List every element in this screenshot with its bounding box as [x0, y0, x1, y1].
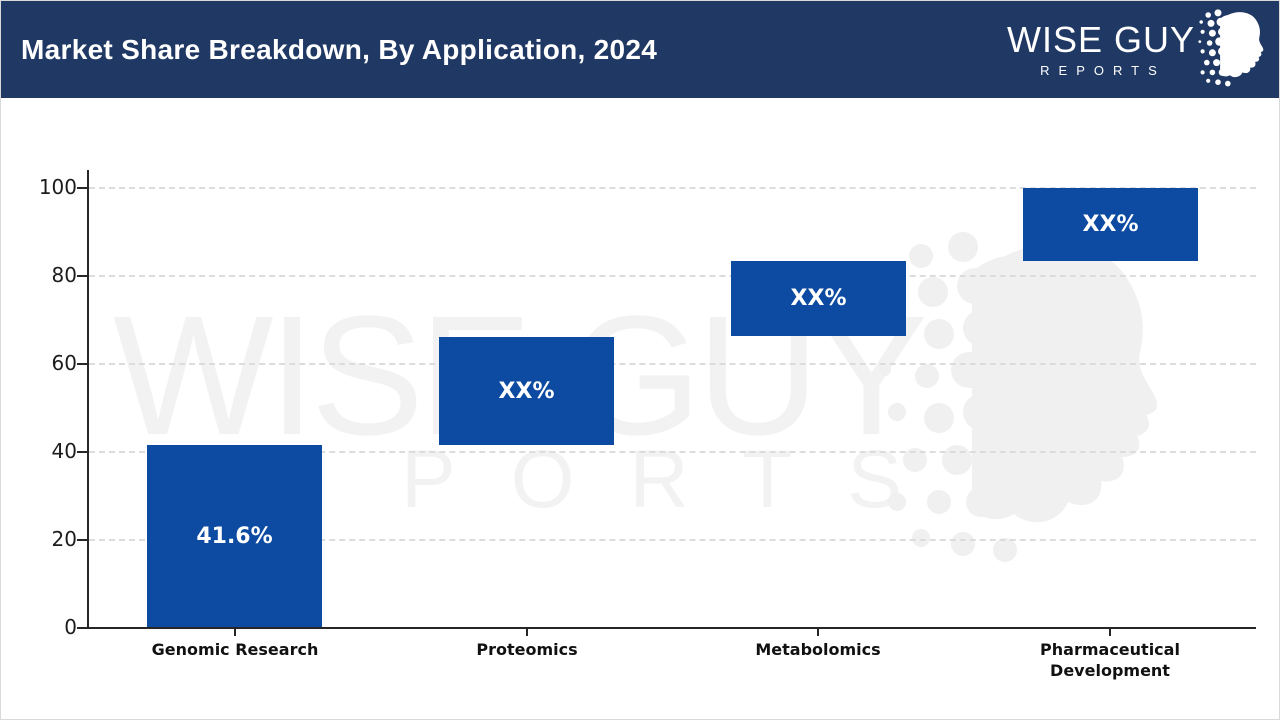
y-tick-label: 80 [51, 263, 77, 287]
bar-value-label: XX% [498, 378, 555, 404]
x-tick [526, 628, 528, 636]
bar: 41.6% [147, 445, 322, 628]
y-tick-label: 40 [51, 439, 77, 463]
x-tick [234, 628, 236, 636]
y-tick-label: 100 [38, 175, 77, 199]
y-tick [77, 539, 87, 541]
y-tick-label: 20 [51, 527, 77, 551]
x-category-label: Genomic Research [151, 640, 319, 659]
bar: XX% [439, 337, 614, 445]
brand-subtitle: REPORTS [1040, 62, 1166, 78]
gridline [89, 187, 1256, 189]
brand-logo-text: WISE GUY REPORTS [1006, 18, 1195, 78]
brand-name: WISE GUY [1006, 18, 1195, 60]
header-bar: Market Share Breakdown, By Application, … [1, 1, 1279, 98]
x-category-label: Metabolomics [755, 640, 881, 659]
y-axis-line [87, 170, 89, 629]
x-category-label: Proteomics [476, 640, 578, 659]
y-tick-label: 60 [51, 351, 77, 375]
bar: XX% [1023, 188, 1198, 261]
wiseguy-face-icon [1197, 8, 1267, 92]
brand-logo: WISE GUY REPORTS [1007, 8, 1267, 92]
x-axis-line [87, 627, 1256, 629]
bar-value-label: 41.6% [196, 524, 273, 549]
y-tick [77, 187, 87, 189]
y-tick [77, 627, 87, 629]
bar-value-label: XX% [790, 286, 847, 311]
x-tick [1109, 628, 1111, 636]
gridline [89, 451, 1256, 453]
chart-title: Market Share Breakdown, By Application, … [21, 33, 658, 65]
y-tick [77, 275, 87, 277]
gridline [89, 363, 1256, 365]
x-tick [817, 628, 819, 636]
y-tick [77, 363, 87, 365]
y-tick-label: 0 [64, 615, 77, 639]
bar: XX% [731, 261, 906, 336]
gridline [89, 539, 1256, 541]
gridline [89, 275, 1256, 277]
bar-value-label: XX% [1082, 212, 1139, 237]
x-category-label: Pharmaceutical Development [1040, 640, 1180, 680]
y-tick [77, 451, 87, 453]
